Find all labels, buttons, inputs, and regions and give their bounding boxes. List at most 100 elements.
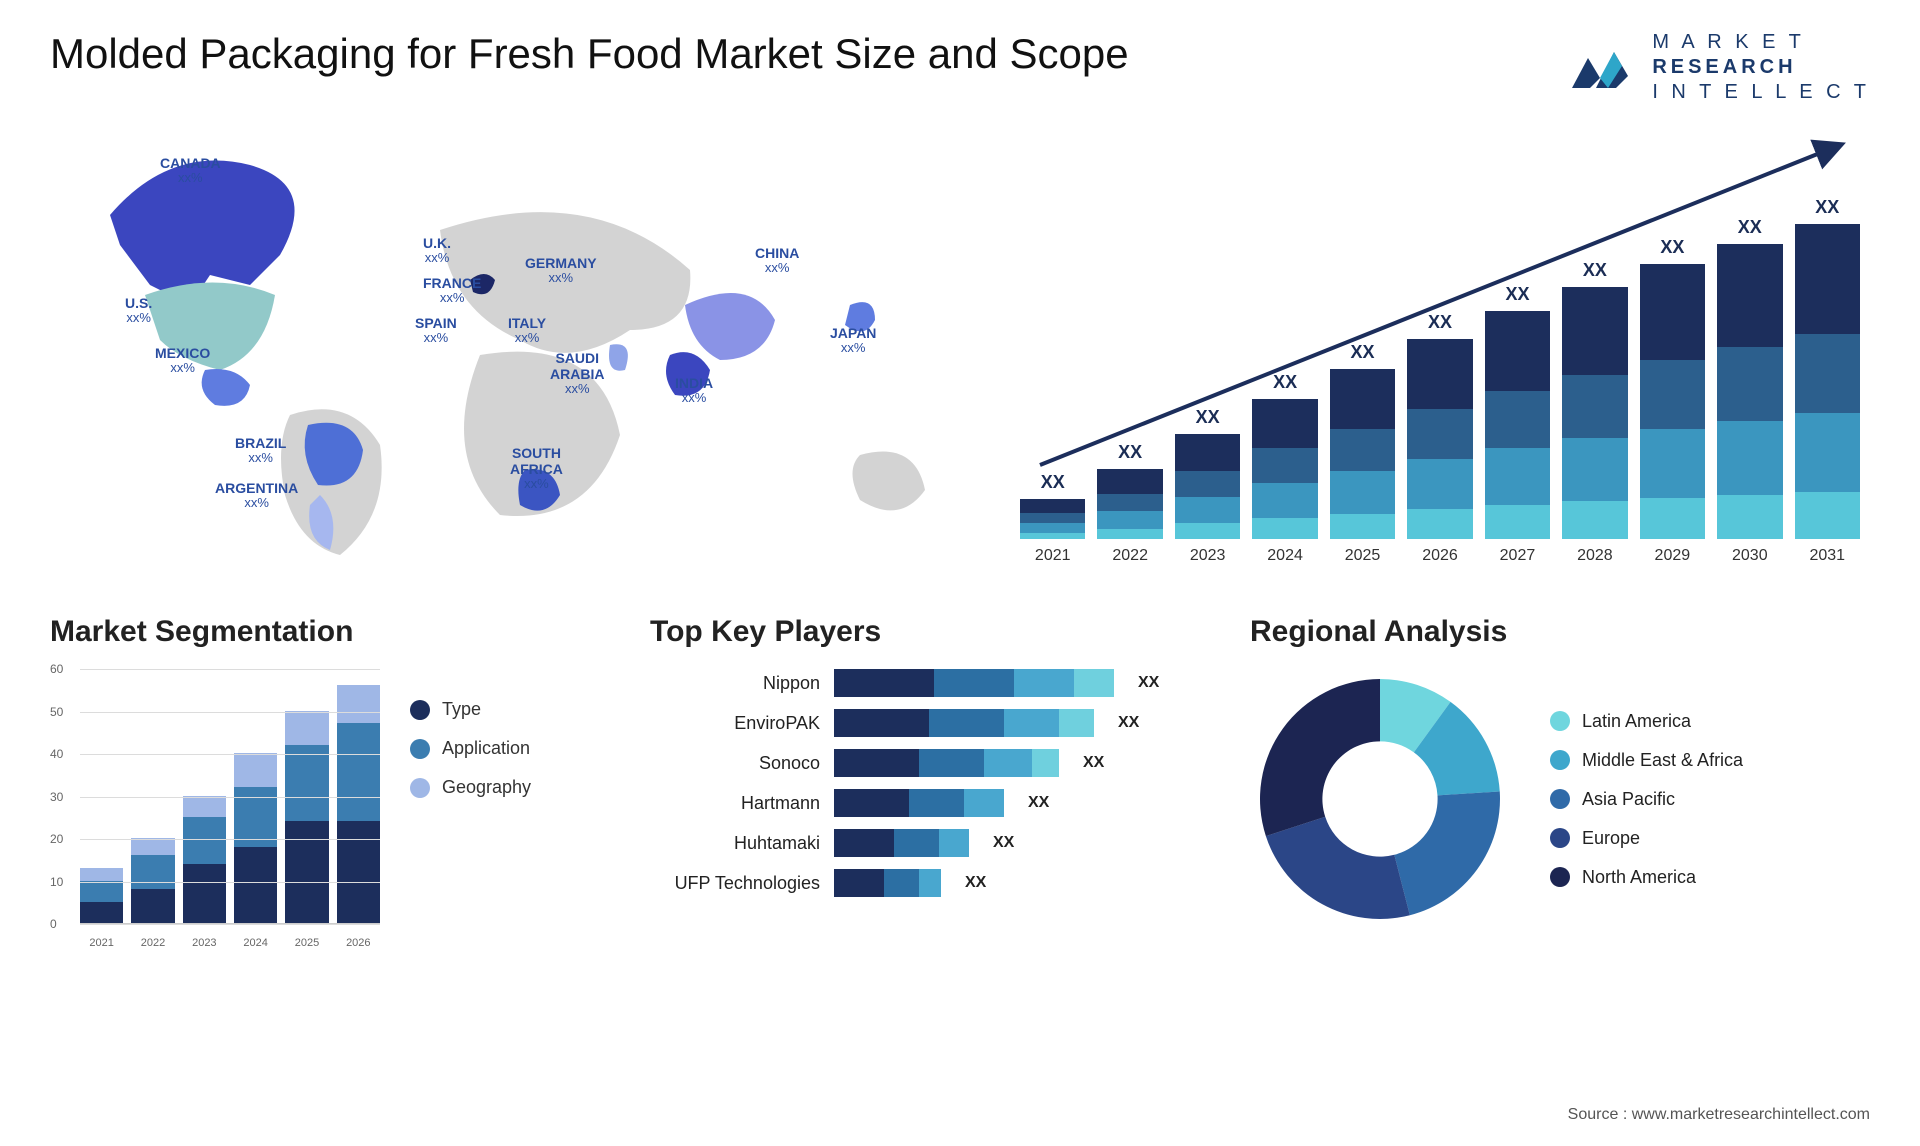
- growth-bar-value: XX: [1428, 312, 1452, 333]
- donut-slice: [1266, 817, 1410, 919]
- map-label-germany: GERMANYxx%: [525, 255, 597, 286]
- seg-bar-2023: [183, 796, 226, 924]
- regional-legend-item: North America: [1550, 867, 1743, 888]
- segmentation-chart: 202120222023202420252026 0102030405060: [50, 669, 380, 949]
- seg-xlabel: 2025: [285, 937, 328, 949]
- seg-bar-2026: [337, 685, 380, 923]
- map-label-argentina: ARGENTINAxx%: [215, 480, 298, 511]
- players-title: Top Key Players: [650, 615, 1210, 649]
- segmentation-xlabels: 202120222023202420252026: [80, 937, 380, 949]
- seg-xlabel: 2024: [234, 937, 277, 949]
- growth-year-label: 2029: [1655, 547, 1691, 565]
- regional-legend-item: Europe: [1550, 828, 1743, 849]
- growth-year-label: 2021: [1035, 547, 1071, 565]
- growth-bar-value: XX: [1583, 260, 1607, 281]
- growth-bar-value: XX: [1505, 284, 1529, 305]
- growth-bar-value: XX: [1351, 342, 1375, 363]
- player-name: EnviroPAK: [650, 713, 820, 734]
- brand-logo: M A R K E T RESEARCH I N T E L L E C T: [1570, 30, 1870, 105]
- map-label-italy: ITALYxx%: [508, 315, 546, 346]
- player-value: XX: [1028, 794, 1049, 812]
- regional-panel: Regional Analysis Latin AmericaMiddle Ea…: [1250, 615, 1870, 949]
- player-name: Huhtamaki: [650, 833, 820, 854]
- growth-bar-2026: XX 2026: [1407, 312, 1472, 565]
- seg-ytick: 60: [50, 662, 63, 676]
- growth-bar-2031: XX 2031: [1795, 197, 1860, 565]
- player-row: HartmannXX: [650, 789, 1210, 817]
- map-label-saudi-arabia: SAUDIARABIAxx%: [550, 350, 604, 397]
- players-list: NipponXXEnviroPAKXXSonocoXXHartmannXXHuh…: [650, 669, 1210, 897]
- seg-bar-2022: [131, 838, 174, 923]
- growth-chart: XX2021XX2022XX2023XX2024XX2025XX2026XX20…: [1010, 135, 1870, 565]
- regional-donut: [1250, 669, 1510, 929]
- player-value: XX: [1138, 674, 1159, 692]
- donut-slice: [1260, 679, 1380, 836]
- growth-bar-value: XX: [1660, 237, 1684, 258]
- growth-year-label: 2026: [1422, 547, 1458, 565]
- seg-xlabel: 2021: [80, 937, 123, 949]
- map-label-canada: CANADAxx%: [160, 155, 221, 186]
- regional-legend-item: Latin America: [1550, 711, 1743, 732]
- map-label-japan: JAPANxx%: [830, 325, 876, 356]
- seg-xlabel: 2023: [183, 937, 226, 949]
- growth-bar-2022: XX 2022: [1097, 442, 1162, 565]
- logo-line-3: I N T E L L E C T: [1652, 80, 1870, 105]
- seg-ytick: 10: [50, 875, 63, 889]
- growth-bars: XX2021XX2022XX2023XX2024XX2025XX2026XX20…: [1010, 185, 1870, 565]
- seg-ytick: 50: [50, 705, 63, 719]
- growth-bar-2023: XX 2023: [1175, 407, 1240, 565]
- source-credit: Source : www.marketresearchintellect.com: [1568, 1106, 1870, 1124]
- player-bar: [834, 869, 941, 897]
- map-label-u-k-: U.K.xx%: [423, 235, 451, 266]
- seg-legend-item: Application: [410, 738, 531, 759]
- player-bar: [834, 669, 1114, 697]
- growth-bar-2030: XX2030: [1717, 217, 1782, 565]
- growth-year-label: 2025: [1345, 547, 1381, 565]
- seg-bar-2021: [80, 868, 123, 923]
- map-label-south-africa: SOUTHAFRICAxx%: [510, 445, 563, 492]
- donut-slice: [1394, 791, 1500, 915]
- player-row: UFP TechnologiesXX: [650, 869, 1210, 897]
- seg-bar-2024: [234, 753, 277, 923]
- growth-year-label: 2024: [1267, 547, 1303, 565]
- player-bar: [834, 829, 969, 857]
- growth-year-label: 2023: [1190, 547, 1226, 565]
- player-bar: [834, 789, 1004, 817]
- map-label-u-s-: U.S.xx%: [125, 295, 152, 326]
- regional-title: Regional Analysis: [1250, 615, 1870, 649]
- growth-year-label: 2027: [1500, 547, 1536, 565]
- growth-year-label: 2022: [1112, 547, 1148, 565]
- growth-year-label: 2031: [1809, 547, 1845, 565]
- player-name: Nippon: [650, 673, 820, 694]
- player-name: Sonoco: [650, 753, 820, 774]
- growth-bar-2029: XX 2029: [1640, 237, 1705, 565]
- player-row: SonocoXX: [650, 749, 1210, 777]
- growth-year-label: 2028: [1577, 547, 1613, 565]
- map-label-france: FRANCExx%: [423, 275, 481, 306]
- world-map: CANADAxx%U.S.xx%MEXICOxx%BRAZILxx%ARGENT…: [50, 135, 970, 565]
- seg-ytick: 30: [50, 790, 63, 804]
- growth-bar-value: XX: [1196, 407, 1220, 428]
- growth-bar-value: XX: [1738, 217, 1762, 238]
- player-row: EnviroPAKXX: [650, 709, 1210, 737]
- segmentation-legend: Type Application Geography: [410, 669, 531, 949]
- players-panel: Top Key Players NipponXXEnviroPAKXXSonoc…: [650, 615, 1210, 949]
- player-bar: [834, 709, 1094, 737]
- seg-legend-item: Type: [410, 699, 531, 720]
- logo-line-1: M A R K E T: [1652, 30, 1870, 55]
- growth-bar-2024: XX2024: [1252, 372, 1317, 565]
- segmentation-panel: Market Segmentation 20212022202320242025…: [50, 615, 610, 949]
- seg-bar-2025: [285, 711, 328, 924]
- growth-bar-2028: XX 2028: [1562, 260, 1627, 565]
- map-label-china: CHINAxx%: [755, 245, 799, 276]
- seg-ytick: 20: [50, 832, 63, 846]
- growth-bar-value: XX: [1815, 197, 1839, 218]
- seg-xlabel: 2022: [131, 937, 174, 949]
- logo-line-2: RESEARCH: [1652, 55, 1870, 80]
- growth-bar-2025: XX 2025: [1330, 342, 1395, 565]
- seg-legend-item: Geography: [410, 777, 531, 798]
- player-bar: [834, 749, 1059, 777]
- growth-bar-value: XX: [1118, 442, 1142, 463]
- player-value: XX: [993, 834, 1014, 852]
- growth-bar-2021: XX2021: [1020, 472, 1085, 565]
